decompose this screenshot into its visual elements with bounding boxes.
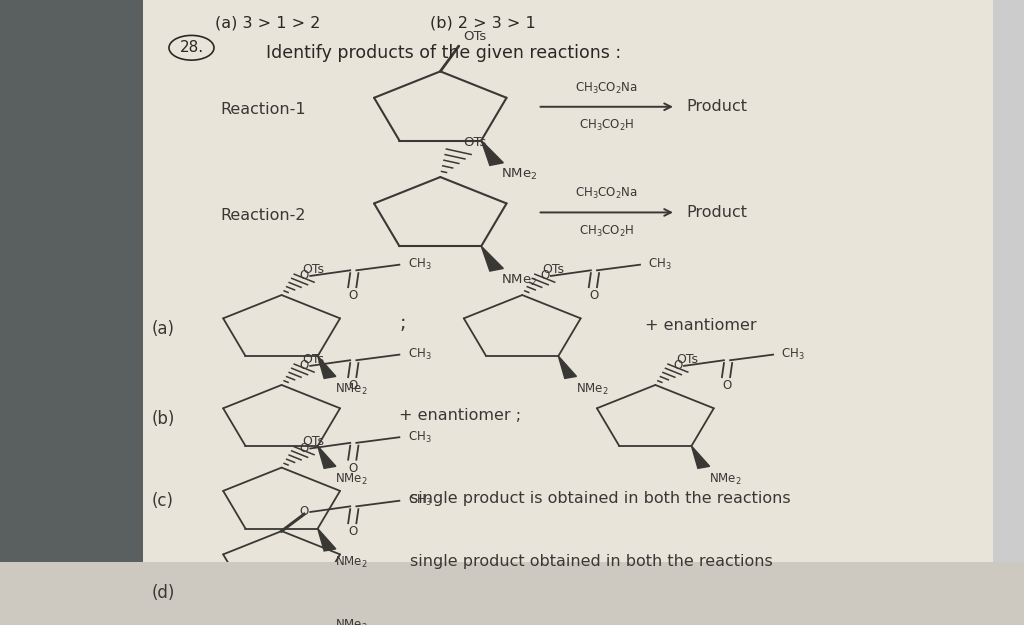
Text: ;: ; [399, 314, 406, 332]
Text: Reaction-2: Reaction-2 [220, 208, 305, 222]
Text: NMe$_2$: NMe$_2$ [335, 472, 368, 487]
Text: CH$_3$CO$_2$H: CH$_3$CO$_2$H [579, 224, 635, 239]
Text: Product: Product [686, 99, 748, 114]
Text: single product is obtained in both the reactions: single product is obtained in both the r… [410, 491, 791, 506]
Text: O: O [348, 379, 358, 392]
Text: Identify products of the given reactions :: Identify products of the given reactions… [266, 44, 622, 62]
Text: O: O [299, 442, 309, 455]
Text: NMe$_2$: NMe$_2$ [575, 382, 608, 397]
Text: OTs: OTs [302, 353, 324, 366]
Text: CH$_3$CO$_2$Na: CH$_3$CO$_2$Na [575, 81, 638, 96]
Text: 28.: 28. [179, 40, 204, 55]
Polygon shape [481, 141, 504, 166]
Text: O: O [540, 269, 550, 282]
Text: + enantiomer: + enantiomer [645, 319, 757, 334]
Polygon shape [481, 246, 504, 271]
FancyBboxPatch shape [143, 0, 993, 562]
Text: O: O [722, 379, 732, 392]
Text: O: O [348, 289, 358, 302]
Text: NMe$_2$: NMe$_2$ [501, 272, 538, 288]
Polygon shape [317, 446, 336, 468]
Text: O: O [673, 359, 683, 372]
Text: + enantiomer ;: + enantiomer ; [399, 408, 521, 423]
Text: NMe$_2$: NMe$_2$ [501, 167, 538, 182]
Text: OTs: OTs [463, 136, 486, 149]
Text: OTs: OTs [463, 30, 486, 43]
Text: OTs: OTs [543, 263, 564, 276]
Polygon shape [317, 592, 336, 614]
Text: OTs: OTs [302, 263, 324, 276]
Text: CH$_3$: CH$_3$ [408, 257, 431, 272]
Text: CH$_3$: CH$_3$ [781, 347, 805, 362]
Text: OTs: OTs [302, 436, 324, 449]
Text: O: O [348, 462, 358, 475]
Text: CH$_3$CO$_2$H: CH$_3$CO$_2$H [579, 118, 635, 133]
Text: (b) 2 > 3 > 1: (b) 2 > 3 > 1 [430, 16, 536, 31]
Polygon shape [317, 529, 336, 551]
Text: CH$_3$CO$_2$Na: CH$_3$CO$_2$Na [575, 186, 638, 201]
FancyBboxPatch shape [993, 0, 1024, 562]
Text: OTs: OTs [676, 353, 697, 366]
Text: O: O [299, 359, 309, 372]
Text: CH$_3$: CH$_3$ [408, 493, 431, 508]
Text: O: O [299, 269, 309, 282]
Polygon shape [317, 356, 336, 378]
Text: O: O [299, 506, 309, 519]
Text: O: O [589, 289, 599, 302]
Text: Product: Product [686, 205, 748, 220]
Text: CH$_3$: CH$_3$ [408, 347, 431, 362]
Text: Reaction-1: Reaction-1 [220, 102, 306, 117]
Polygon shape [691, 446, 710, 468]
Text: (b): (b) [152, 409, 175, 428]
Polygon shape [558, 356, 577, 378]
Text: NMe$_2$: NMe$_2$ [335, 554, 368, 569]
FancyBboxPatch shape [0, 0, 143, 562]
Text: O: O [348, 526, 358, 539]
Text: CH$_3$: CH$_3$ [648, 257, 672, 272]
Text: CH$_3$: CH$_3$ [408, 429, 431, 445]
Text: (a): (a) [152, 320, 174, 338]
Text: NMe$_2$: NMe$_2$ [709, 472, 741, 487]
Text: (d): (d) [152, 584, 175, 602]
Text: NMe$_2$: NMe$_2$ [335, 618, 368, 625]
Text: (a) 3 > 1 > 2: (a) 3 > 1 > 2 [215, 16, 321, 31]
Text: single product obtained in both the reactions: single product obtained in both the reac… [410, 554, 772, 569]
Text: (c): (c) [152, 492, 173, 510]
Text: NMe$_2$: NMe$_2$ [335, 382, 368, 397]
